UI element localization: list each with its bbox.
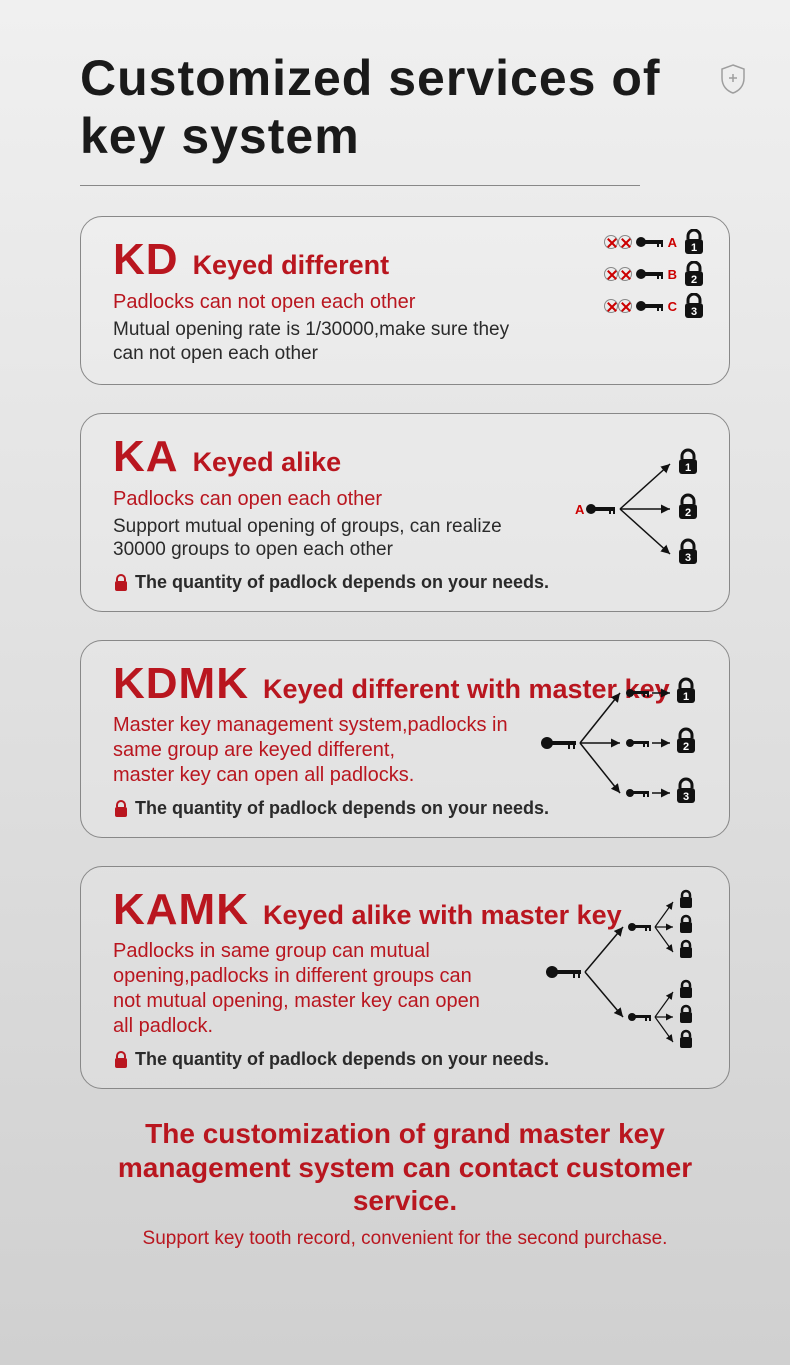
small-lock-icon xyxy=(113,800,129,818)
card-desc: Mutual opening rate is 1/30000,make sure… xyxy=(113,318,523,366)
svg-text:3: 3 xyxy=(691,306,697,318)
page-title: Customized services of key system xyxy=(80,50,730,165)
small-lock-icon xyxy=(113,574,129,592)
card-code: KD xyxy=(113,235,179,285)
lock-icon: 2 xyxy=(683,261,705,287)
card-code: KA xyxy=(113,432,179,482)
key-label: B xyxy=(668,267,677,282)
card-ka: KA Keyed alike Padlocks can open each ot… xyxy=(80,413,730,613)
svg-text:2: 2 xyxy=(691,274,697,286)
card-code: KAMK xyxy=(113,885,249,935)
card-kd: KD Keyed different Padlocks can not open… xyxy=(80,216,730,385)
card-note-text: The quantity of padlock depends on your … xyxy=(135,1049,549,1070)
cross-icon xyxy=(604,267,618,281)
key-icon xyxy=(635,299,665,313)
svg-text:2: 2 xyxy=(685,507,691,519)
card-desc: Padlocks in same group can mutual openin… xyxy=(113,939,483,1039)
key-label: A xyxy=(668,235,677,250)
key-label: C xyxy=(668,299,677,314)
kd-row-3: C 3 xyxy=(604,293,705,319)
diagram-kamk xyxy=(545,887,705,1062)
cross-icon xyxy=(618,267,632,281)
kd-row-1: A 1 xyxy=(604,229,705,255)
card-name: Keyed alike xyxy=(193,447,342,478)
footer-sub: Support key tooth record, convenient for… xyxy=(80,1228,730,1250)
key-icon xyxy=(635,235,665,249)
card-note-text: The quantity of padlock depends on your … xyxy=(135,798,549,819)
diagram-kd: A 1 B 2 C 3 xyxy=(604,229,705,325)
svg-text:1: 1 xyxy=(683,691,689,703)
card-name: Keyed different xyxy=(193,250,390,281)
footer-title: The customization of grand master key ma… xyxy=(80,1117,730,1218)
diagram-ka: A 1 2 3 xyxy=(575,444,705,579)
cross-icon xyxy=(618,299,632,313)
card-kdmk: KDMK Keyed different with master key Mas… xyxy=(80,640,730,838)
cross-icon xyxy=(604,235,618,249)
title-underline xyxy=(80,185,640,186)
diagram-kdmk: 1 2 3 xyxy=(540,671,705,821)
svg-text:3: 3 xyxy=(683,791,689,803)
card-desc: Support mutual opening of groups, can re… xyxy=(113,515,523,563)
cross-icon xyxy=(604,299,618,313)
svg-text:1: 1 xyxy=(685,462,691,474)
card-kamk: KAMK Keyed alike with master key Padlock… xyxy=(80,866,730,1089)
lock-icon: 3 xyxy=(683,293,705,319)
card-code: KDMK xyxy=(113,659,249,709)
svg-text:2: 2 xyxy=(683,741,689,753)
key-icon xyxy=(635,267,665,281)
cross-icon xyxy=(618,235,632,249)
shield-plus-icon xyxy=(720,64,746,99)
card-note-text: The quantity of padlock depends on your … xyxy=(135,572,549,593)
lock-icon: 1 xyxy=(683,229,705,255)
svg-text:1: 1 xyxy=(691,242,697,254)
svg-text:A: A xyxy=(575,502,585,517)
small-lock-icon xyxy=(113,1051,129,1069)
svg-text:3: 3 xyxy=(685,552,691,564)
kd-row-2: B 2 xyxy=(604,261,705,287)
card-desc: Master key management system,padlocks in… xyxy=(113,713,513,788)
